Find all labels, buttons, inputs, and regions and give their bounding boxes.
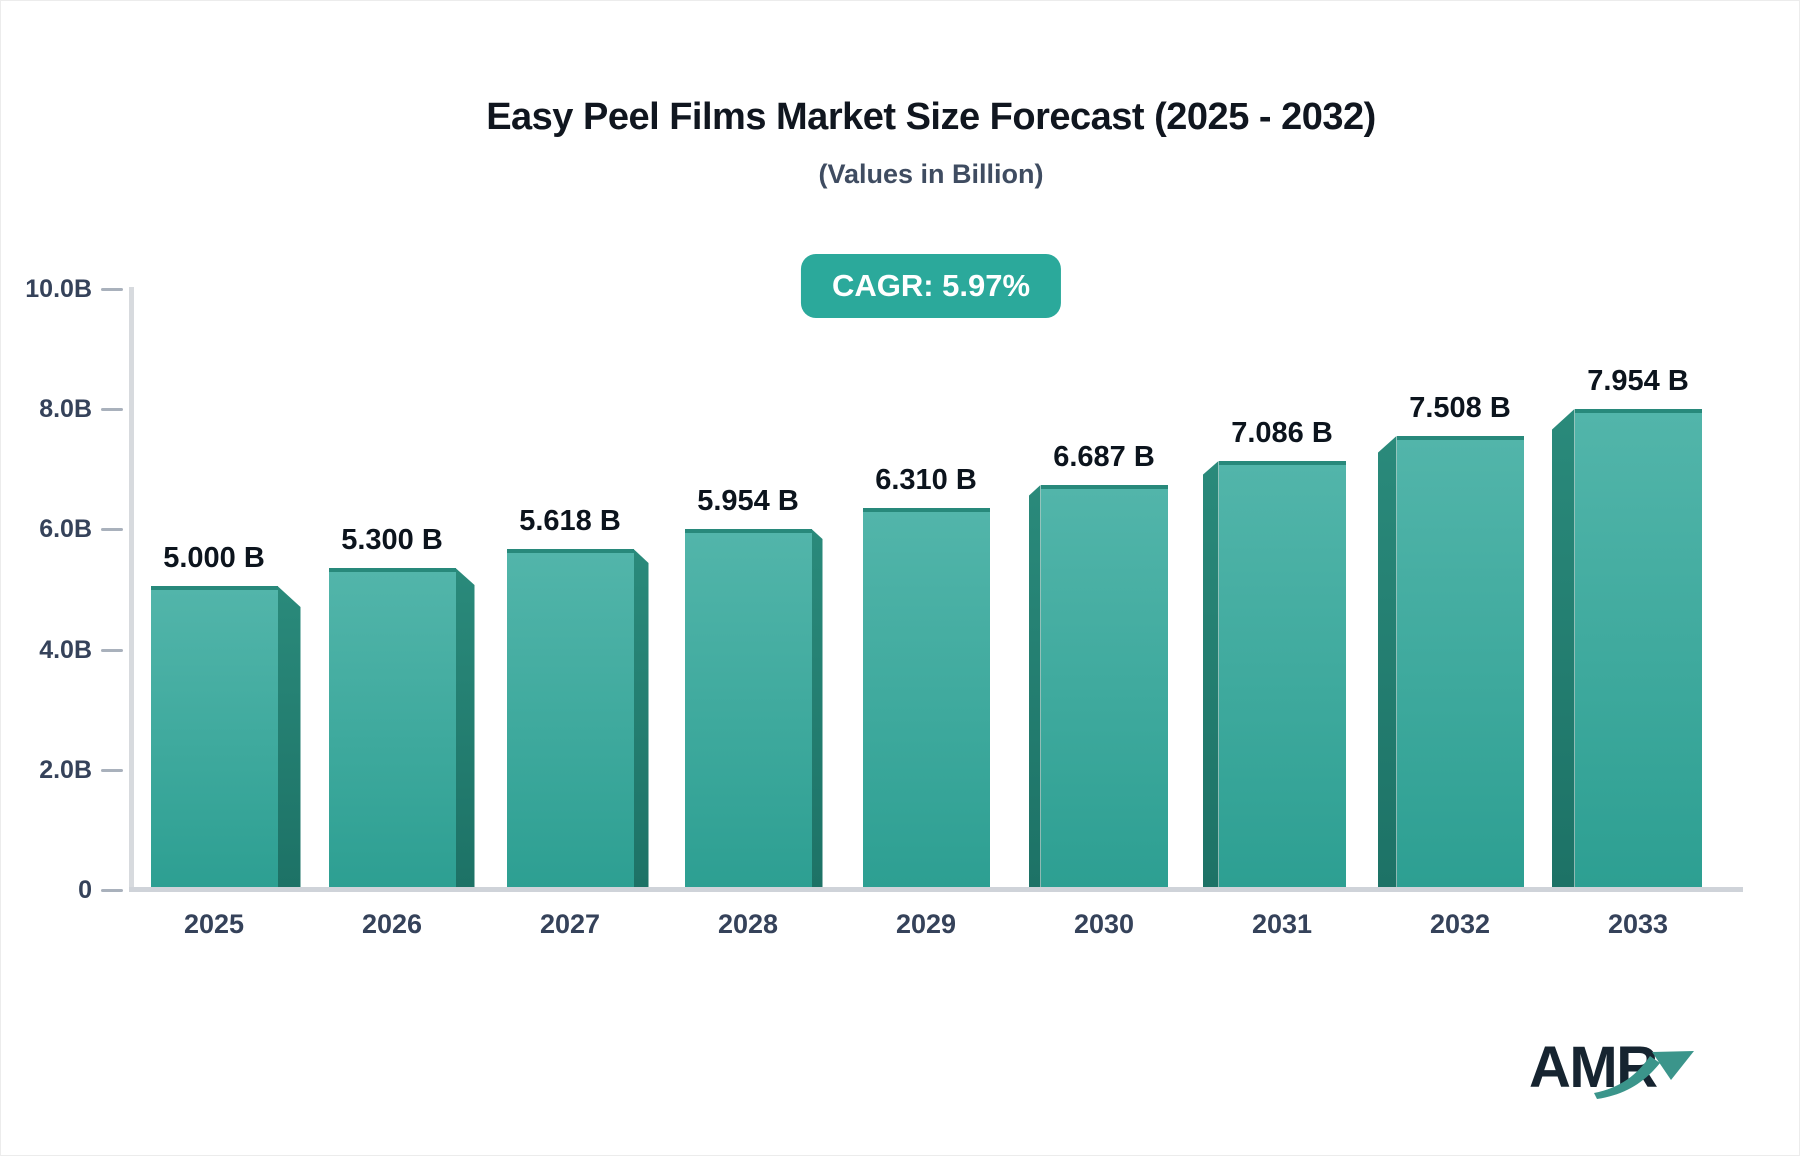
bar-value-label: 5.618 B	[519, 505, 621, 537]
bar-2031	[1202, 461, 1346, 887]
x-tick-label: 2033	[1607, 909, 1669, 939]
amr-logo-text: AMR	[1529, 1035, 1658, 1100]
bar-face	[1574, 409, 1702, 887]
x-tick-label: 2028	[717, 909, 779, 939]
x-tick-label: 2030	[1073, 909, 1135, 939]
y-tick-label: 6.0B	[39, 515, 92, 543]
bar-value-label: 7.086 B	[1231, 417, 1333, 449]
x-tick-label: 2029	[895, 909, 957, 939]
bar-value-label: 6.687 B	[1053, 441, 1155, 473]
x-tick-label: 2027	[539, 909, 601, 939]
bar-value-label: 5.954 B	[697, 485, 799, 517]
x-tick-label: 2025	[183, 909, 245, 939]
bar-face	[1040, 485, 1168, 887]
y-tick-label: 0	[78, 876, 92, 904]
bar-face	[150, 586, 278, 887]
bar-2026	[328, 568, 475, 887]
bar-face	[684, 529, 812, 887]
bar-side-shade	[811, 529, 823, 887]
y-tick-label: 2.0B	[39, 756, 92, 784]
chart-header: Easy Peel Films Market Size Forecast (20…	[56, 1, 1799, 341]
y-tick-mark	[101, 528, 123, 531]
bar-value-label: 5.000 B	[163, 542, 265, 574]
x-tick-label: 2031	[1251, 909, 1313, 939]
bar-2028	[684, 529, 823, 887]
bar-value-label: 5.300 B	[341, 524, 443, 556]
cagr-badge: CAGR: 5.97%	[800, 254, 1062, 318]
bar-2033	[1551, 409, 1702, 887]
y-tick-label: 8.0B	[39, 395, 92, 423]
x-tick-label: 2032	[1429, 909, 1491, 939]
bar-side-shade	[1202, 461, 1219, 887]
y-axis-line	[129, 287, 134, 892]
bar-face	[328, 568, 456, 887]
bar-value-label: 7.508 B	[1409, 392, 1511, 424]
bar-face	[1218, 461, 1346, 887]
bar-side-shade	[455, 568, 475, 887]
y-tick-label: 10.0B	[25, 275, 92, 303]
bar-2032	[1377, 436, 1524, 887]
bar-2030	[1028, 485, 1168, 887]
bar-2027	[506, 549, 649, 887]
bar-2025	[150, 586, 301, 887]
bar-face	[1396, 436, 1524, 887]
y-tick-mark	[101, 649, 123, 652]
chart-title: Easy Peel Films Market Size Forecast (20…	[486, 96, 1376, 138]
bar-face	[862, 508, 990, 887]
y-tick-mark	[101, 408, 123, 411]
bar-side-shade	[633, 549, 649, 887]
x-axis-line	[129, 887, 1743, 892]
y-tick-mark	[101, 889, 123, 892]
amr-logo: AMR	[1523, 1031, 1743, 1111]
y-tick-mark	[101, 288, 123, 291]
x-tick-label: 2026	[361, 909, 423, 939]
growth-arrow-icon	[1594, 1051, 1694, 1099]
bar-side-shade	[277, 586, 301, 887]
y-tick-mark	[101, 769, 123, 772]
bar-side-shade	[1028, 485, 1041, 887]
bar-face	[506, 549, 634, 887]
bar-side-shade	[1551, 409, 1575, 887]
chart-subtitle: (Values in Billion)	[818, 159, 1044, 189]
y-tick-label: 4.0B	[39, 636, 92, 664]
bar-side-shade	[1377, 436, 1397, 887]
bar-2029	[862, 508, 990, 887]
bar-value-label: 7.954 B	[1587, 365, 1689, 397]
bar-value-label: 6.310 B	[875, 464, 977, 496]
